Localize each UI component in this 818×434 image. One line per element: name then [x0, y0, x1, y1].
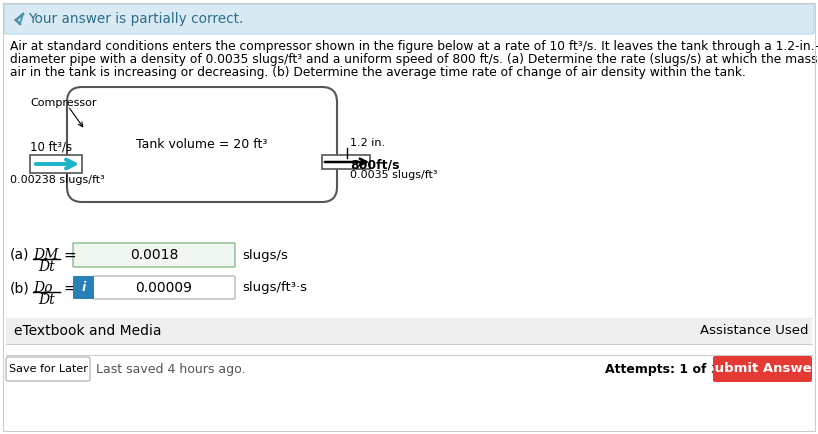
FancyBboxPatch shape: [4, 4, 814, 34]
Text: Dt: Dt: [38, 260, 55, 274]
Text: i: i: [81, 281, 86, 294]
Text: Save for Later: Save for Later: [8, 364, 88, 374]
FancyBboxPatch shape: [67, 87, 337, 202]
Text: eTextbook and Media: eTextbook and Media: [14, 324, 161, 338]
Text: Assistance Used: Assistance Used: [699, 325, 808, 338]
Text: Dt: Dt: [38, 293, 55, 307]
Text: 0.0018: 0.0018: [130, 248, 178, 262]
Text: =: =: [63, 280, 76, 296]
Text: (a): (a): [10, 248, 29, 262]
Bar: [322, 155, 370, 169]
Text: Last saved 4 hours ago.: Last saved 4 hours ago.: [96, 362, 245, 375]
Text: slugs/s: slugs/s: [242, 249, 288, 262]
Text: Tank volume = 20 ft³: Tank volume = 20 ft³: [137, 138, 267, 151]
FancyBboxPatch shape: [6, 357, 90, 381]
Text: 0.0035 slugs/ft³: 0.0035 slugs/ft³: [350, 170, 438, 180]
Text: 0.00009: 0.00009: [136, 280, 192, 295]
Text: (b): (b): [10, 281, 29, 295]
Text: air in the tank is increasing or decreasing. (b) Determine the average time rate: air in the tank is increasing or decreas…: [10, 66, 746, 79]
Text: Compressor: Compressor: [30, 98, 97, 108]
Text: Your answer is partially correct.: Your answer is partially correct.: [28, 12, 244, 26]
Text: 0.00238 slugs/ft³: 0.00238 slugs/ft³: [10, 175, 105, 185]
Bar: [30, 155, 82, 173]
FancyBboxPatch shape: [713, 356, 812, 382]
FancyBboxPatch shape: [73, 243, 235, 267]
Text: slugs/ft³·s: slugs/ft³·s: [242, 281, 307, 294]
Text: Air at standard conditions enters the compressor shown in the figure below at a : Air at standard conditions enters the co…: [10, 40, 818, 53]
Text: 10 ft³/s: 10 ft³/s: [30, 140, 72, 153]
Bar: [6, 318, 812, 344]
Text: =: =: [63, 247, 76, 263]
Text: Dρ: Dρ: [33, 281, 52, 295]
Text: diameter pipe with a density of 0.0035 slugs/ft³ and a uniform speed of 800 ft/s: diameter pipe with a density of 0.0035 s…: [10, 53, 818, 66]
Text: Attempts: 1 of 3 used: Attempts: 1 of 3 used: [605, 362, 757, 375]
FancyBboxPatch shape: [93, 276, 235, 299]
Text: 1.2 in.: 1.2 in.: [350, 138, 385, 148]
Text: Submit Answer: Submit Answer: [705, 362, 818, 375]
FancyBboxPatch shape: [73, 276, 94, 299]
Text: DM: DM: [33, 248, 58, 262]
Text: 800ft/s: 800ft/s: [350, 158, 399, 171]
